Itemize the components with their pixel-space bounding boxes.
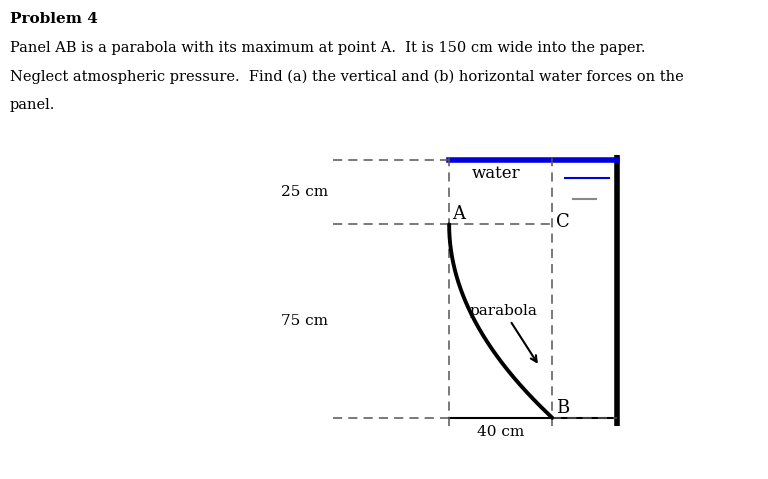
Text: B: B — [556, 399, 569, 417]
Text: C: C — [556, 213, 570, 231]
Text: Panel AB is a parabola with its maximum at point A.  It is 150 cm wide into the : Panel AB is a parabola with its maximum … — [10, 41, 645, 55]
Text: 75 cm: 75 cm — [281, 314, 328, 328]
Text: 40 cm: 40 cm — [477, 425, 525, 439]
Text: water: water — [472, 165, 520, 182]
Text: panel.: panel. — [10, 98, 55, 112]
Text: parabola: parabola — [470, 304, 538, 362]
Text: 25 cm: 25 cm — [281, 185, 328, 199]
Text: Neglect atmospheric pressure.  Find (a) the vertical and (b) horizontal water fo: Neglect atmospheric pressure. Find (a) t… — [10, 69, 684, 84]
Text: Problem 4: Problem 4 — [10, 12, 98, 26]
Text: A: A — [452, 205, 465, 223]
